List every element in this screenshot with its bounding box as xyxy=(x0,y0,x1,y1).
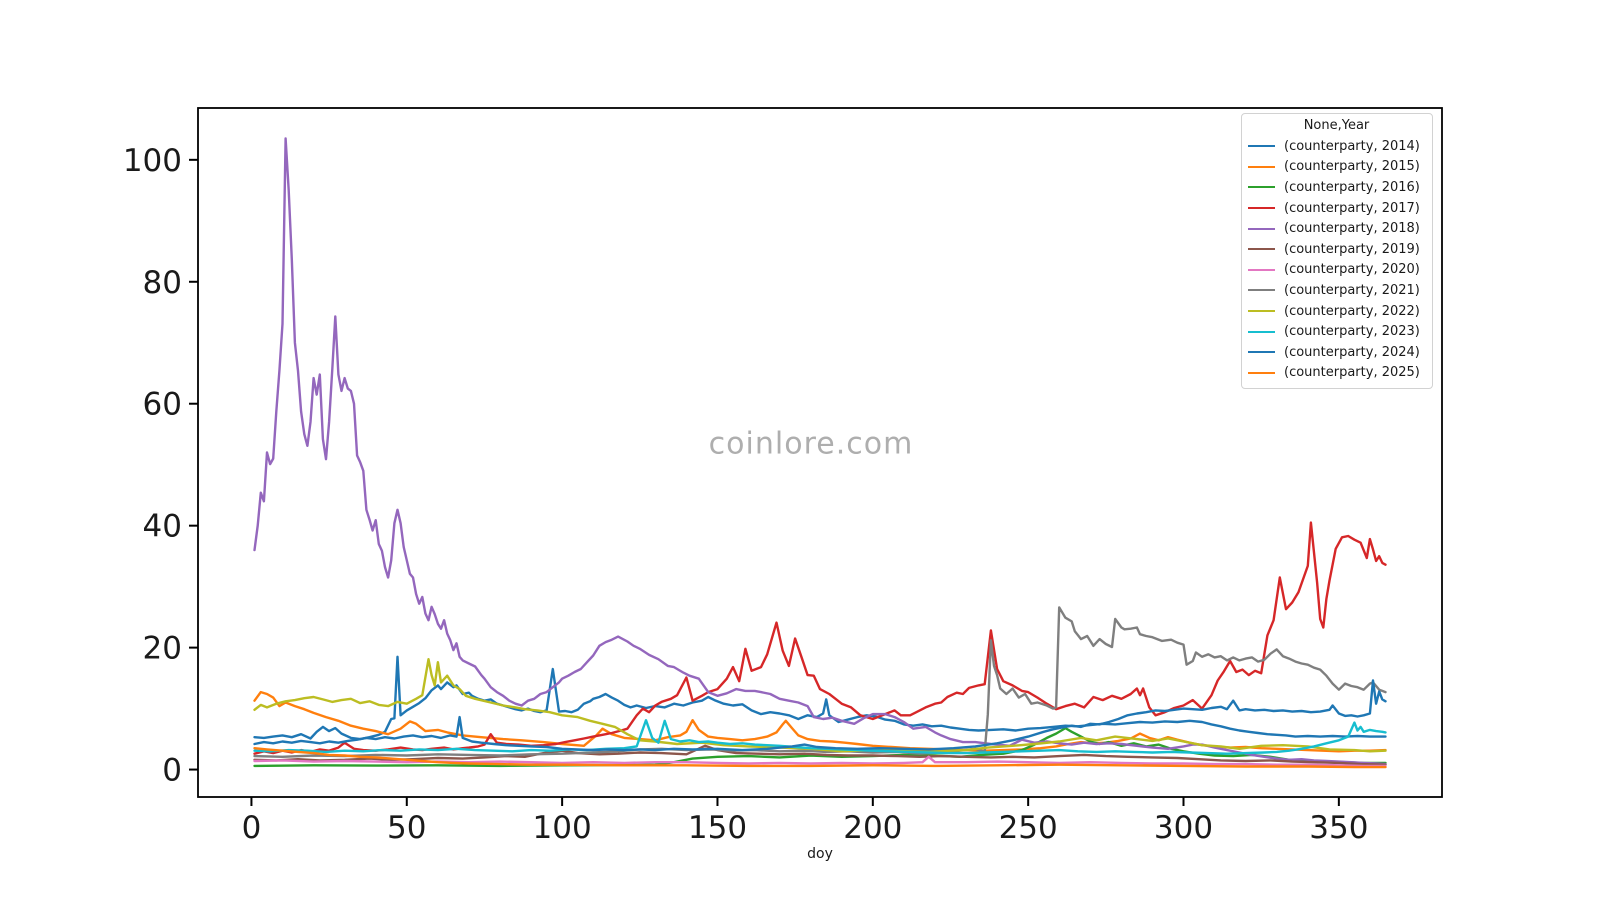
legend-label-counterparty-2018: (counterparty, 2018) xyxy=(1284,221,1420,237)
legend-label-counterparty-2024: (counterparty, 2024) xyxy=(1284,344,1420,360)
legend-swatch-counterparty-2014 xyxy=(1248,145,1275,148)
x-tick-label: 100 xyxy=(533,810,592,846)
legend-swatch-counterparty-2018 xyxy=(1248,227,1275,230)
legend-label-counterparty-2014: (counterparty, 2014) xyxy=(1284,138,1420,154)
legend-label-counterparty-2017: (counterparty, 2017) xyxy=(1284,200,1420,216)
legend-label-counterparty-2023: (counterparty, 2023) xyxy=(1284,324,1420,340)
x-tick-label: 150 xyxy=(688,810,747,846)
x-tick-label: 250 xyxy=(999,810,1058,846)
legend-swatch-counterparty-2020 xyxy=(1248,268,1275,271)
legend-label-counterparty-2020: (counterparty, 2020) xyxy=(1284,262,1420,278)
x-tick-label: 300 xyxy=(1154,810,1213,846)
legend-label-counterparty-2022: (counterparty, 2022) xyxy=(1284,303,1420,319)
y-tick-label: 0 xyxy=(162,753,182,789)
x-tick-label: 200 xyxy=(843,810,902,846)
legend-item-counterparty-2014: (counterparty, 2014) xyxy=(1248,136,1425,157)
legend-swatch-counterparty-2021 xyxy=(1248,289,1275,292)
legend-item-counterparty-2024: (counterparty, 2024) xyxy=(1248,342,1425,363)
legend-label-counterparty-2025: (counterparty, 2025) xyxy=(1284,365,1420,381)
legend-item-counterparty-2017: (counterparty, 2017) xyxy=(1248,198,1425,219)
legend-swatch-counterparty-2025 xyxy=(1248,371,1275,374)
legend-swatch-counterparty-2016 xyxy=(1248,186,1275,189)
legend-swatch-counterparty-2017 xyxy=(1248,207,1275,210)
plot-border xyxy=(197,107,1443,798)
x-tick-label: 50 xyxy=(387,810,426,846)
legend-swatch-counterparty-2015 xyxy=(1248,165,1275,168)
y-tick-label: 100 xyxy=(123,143,182,179)
series-line-counterparty-2019 xyxy=(253,744,1387,766)
x-tick-label: 350 xyxy=(1309,810,1368,846)
legend-item-counterparty-2022: (counterparty, 2022) xyxy=(1248,301,1425,322)
legend-label-counterparty-2016: (counterparty, 2016) xyxy=(1284,179,1420,195)
legend-rows: (counterparty, 2014) (counterparty, 2015)… xyxy=(1248,136,1425,383)
series-line-counterparty-2022 xyxy=(253,658,1387,753)
series-line-counterparty-2025 xyxy=(253,747,1387,769)
legend-item-counterparty-2020: (counterparty, 2020) xyxy=(1248,260,1425,281)
y-tick-label: 80 xyxy=(143,265,182,301)
y-tick-label: 40 xyxy=(143,509,182,545)
legend-item-counterparty-2021: (counterparty, 2021) xyxy=(1248,280,1425,301)
legend-label-counterparty-2019: (counterparty, 2019) xyxy=(1284,241,1420,257)
legend-swatch-counterparty-2023 xyxy=(1248,330,1275,333)
legend: None,Year (counterparty, 2014) (counterpa… xyxy=(1241,113,1433,390)
series-line-counterparty-2014 xyxy=(253,655,1387,741)
legend-item-counterparty-2016: (counterparty, 2016) xyxy=(1248,177,1425,198)
legend-item-counterparty-2015: (counterparty, 2015) xyxy=(1248,157,1425,178)
legend-item-counterparty-2025: (counterparty, 2025) xyxy=(1248,363,1425,384)
series-line-counterparty-2017 xyxy=(253,521,1387,755)
y-tick-label: 20 xyxy=(143,631,182,667)
legend-item-counterparty-2023: (counterparty, 2023) xyxy=(1248,321,1425,342)
series-line-counterparty-2018 xyxy=(253,137,1387,766)
legend-label-counterparty-2021: (counterparty, 2021) xyxy=(1284,282,1420,298)
watermark-text: coinlore.com xyxy=(708,426,914,462)
x-tick-label: 0 xyxy=(242,810,262,846)
legend-item-counterparty-2018: (counterparty, 2018) xyxy=(1248,218,1425,239)
x-axis-label: doy xyxy=(807,846,833,862)
legend-title: None,Year xyxy=(1303,118,1370,133)
series-line-counterparty-2015 xyxy=(253,690,1387,753)
legend-label-counterparty-2015: (counterparty, 2015) xyxy=(1284,159,1420,175)
legend-swatch-counterparty-2022 xyxy=(1248,310,1275,313)
legend-swatch-counterparty-2024 xyxy=(1248,351,1275,354)
legend-swatch-counterparty-2019 xyxy=(1248,248,1275,251)
y-tick-label: 60 xyxy=(143,387,182,423)
legend-item-counterparty-2019: (counterparty, 2019) xyxy=(1248,239,1425,260)
series-line-counterparty-2024 xyxy=(253,679,1387,752)
